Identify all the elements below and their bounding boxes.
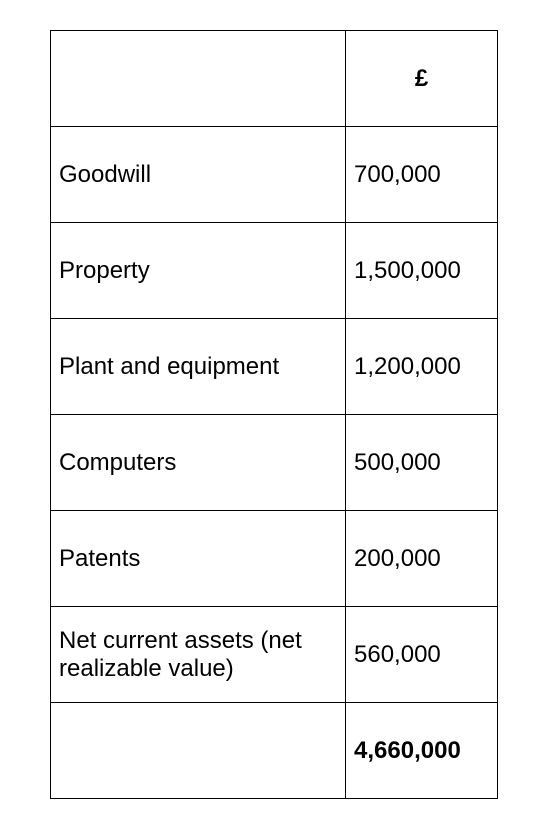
- table-row: Net current assets (net realizable value…: [51, 607, 498, 703]
- table-header-row: £: [51, 31, 498, 127]
- row-value: 500,000: [346, 415, 498, 511]
- header-currency-cell: £: [346, 31, 498, 127]
- total-label-cell: [51, 703, 346, 799]
- table-row: Patents 200,000: [51, 511, 498, 607]
- row-label: Computers: [51, 415, 346, 511]
- row-label: Net current assets (net realizable value…: [51, 607, 346, 703]
- row-label: Plant and equipment: [51, 319, 346, 415]
- row-label: Goodwill: [51, 127, 346, 223]
- row-value: 200,000: [346, 511, 498, 607]
- total-value-cell: 4,660,000: [346, 703, 498, 799]
- row-value: 560,000: [346, 607, 498, 703]
- header-label-cell: [51, 31, 346, 127]
- row-label: Property: [51, 223, 346, 319]
- table-row: Plant and equipment 1,200,000: [51, 319, 498, 415]
- table-row: Computers 500,000: [51, 415, 498, 511]
- row-value: 700,000: [346, 127, 498, 223]
- row-value: 1,200,000: [346, 319, 498, 415]
- table-row: Goodwill 700,000: [51, 127, 498, 223]
- assets-table: £ Goodwill 700,000 Property 1,500,000 Pl…: [50, 30, 498, 799]
- row-label: Patents: [51, 511, 346, 607]
- table-row: Property 1,500,000: [51, 223, 498, 319]
- table-total-row: 4,660,000: [51, 703, 498, 799]
- row-value: 1,500,000: [346, 223, 498, 319]
